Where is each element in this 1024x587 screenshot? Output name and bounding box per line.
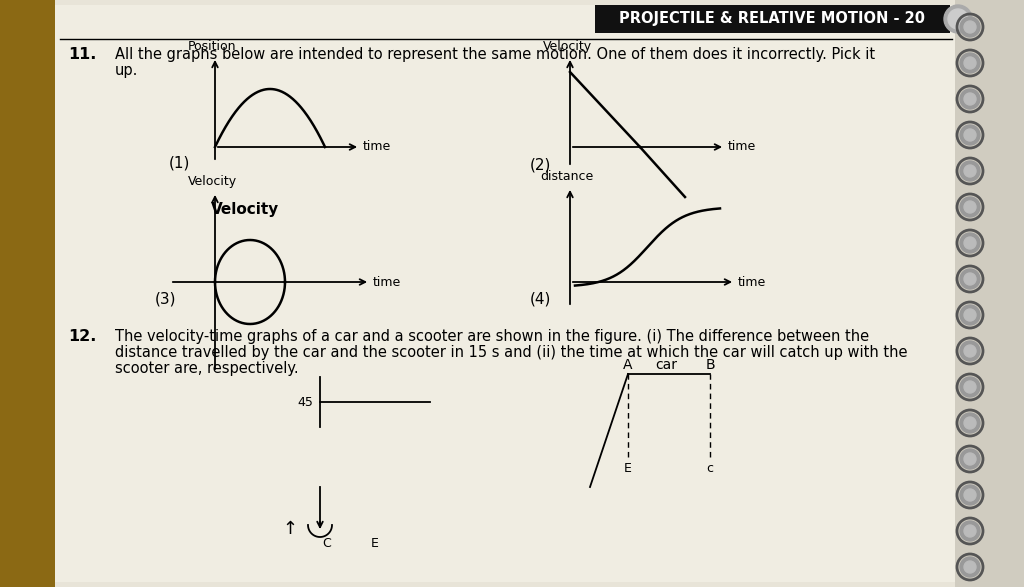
Circle shape bbox=[961, 377, 980, 397]
Circle shape bbox=[964, 165, 976, 177]
Circle shape bbox=[961, 89, 980, 109]
Text: A: A bbox=[624, 358, 633, 372]
Circle shape bbox=[961, 557, 980, 577]
Circle shape bbox=[964, 273, 976, 285]
Circle shape bbox=[964, 237, 976, 249]
Text: Velocity: Velocity bbox=[543, 40, 592, 53]
Text: B: B bbox=[706, 358, 715, 372]
Text: E: E bbox=[371, 537, 379, 550]
Text: up.: up. bbox=[115, 63, 138, 78]
Circle shape bbox=[961, 449, 980, 469]
Text: (1): (1) bbox=[169, 155, 190, 170]
Circle shape bbox=[961, 125, 980, 145]
Text: 12.: 12. bbox=[68, 329, 96, 344]
Text: (2): (2) bbox=[530, 157, 551, 172]
Circle shape bbox=[964, 489, 976, 501]
Circle shape bbox=[964, 453, 976, 465]
Circle shape bbox=[944, 5, 972, 33]
Text: All the graphs below are intended to represent the same motion. One of them does: All the graphs below are intended to rep… bbox=[115, 47, 876, 62]
Text: C: C bbox=[322, 537, 331, 550]
Circle shape bbox=[964, 525, 976, 537]
Text: PROJECTILE & RELATIVE MOTION - 20: PROJECTILE & RELATIVE MOTION - 20 bbox=[618, 12, 925, 26]
Circle shape bbox=[961, 197, 980, 217]
Circle shape bbox=[964, 381, 976, 393]
Text: The velocity-time graphs of a car and a scooter are shown in the figure. (i) The: The velocity-time graphs of a car and a … bbox=[115, 329, 869, 344]
Text: scooter are, respectively.: scooter are, respectively. bbox=[115, 361, 299, 376]
Bar bbox=[55, 5, 955, 582]
Circle shape bbox=[964, 57, 976, 69]
Text: c: c bbox=[707, 462, 714, 475]
Circle shape bbox=[948, 9, 968, 29]
Text: Velocity: Velocity bbox=[187, 175, 237, 188]
Circle shape bbox=[961, 341, 980, 361]
Circle shape bbox=[961, 161, 980, 181]
Circle shape bbox=[964, 561, 976, 573]
Text: car: car bbox=[655, 358, 677, 372]
Bar bbox=[0, 0, 55, 587]
Text: time: time bbox=[362, 140, 391, 153]
Text: time: time bbox=[738, 275, 766, 288]
Circle shape bbox=[964, 93, 976, 105]
Text: E: E bbox=[624, 462, 632, 475]
Circle shape bbox=[964, 129, 976, 141]
Text: distance: distance bbox=[541, 170, 594, 183]
Circle shape bbox=[964, 21, 976, 33]
Text: 11.: 11. bbox=[68, 47, 96, 62]
Circle shape bbox=[964, 309, 976, 321]
Circle shape bbox=[961, 413, 980, 433]
Circle shape bbox=[964, 345, 976, 357]
Text: Position: Position bbox=[187, 40, 237, 53]
Text: time: time bbox=[373, 275, 401, 288]
Circle shape bbox=[961, 485, 980, 505]
Circle shape bbox=[961, 521, 980, 541]
Bar bbox=[595, 5, 950, 33]
Text: (4): (4) bbox=[530, 292, 551, 307]
Circle shape bbox=[961, 233, 980, 253]
Circle shape bbox=[961, 53, 980, 73]
Text: ↑: ↑ bbox=[283, 520, 298, 538]
Text: time: time bbox=[728, 140, 757, 153]
Circle shape bbox=[961, 269, 980, 289]
Text: Velocity: Velocity bbox=[211, 202, 280, 217]
Bar bbox=[955, 0, 1024, 587]
Circle shape bbox=[964, 417, 976, 429]
Text: (3): (3) bbox=[155, 292, 176, 307]
Text: distance travelled by the car and the scooter in 15 s and (ii) the time at which: distance travelled by the car and the sc… bbox=[115, 345, 907, 360]
Text: 45: 45 bbox=[297, 396, 313, 409]
Circle shape bbox=[964, 201, 976, 213]
Circle shape bbox=[961, 17, 980, 37]
Circle shape bbox=[961, 305, 980, 325]
